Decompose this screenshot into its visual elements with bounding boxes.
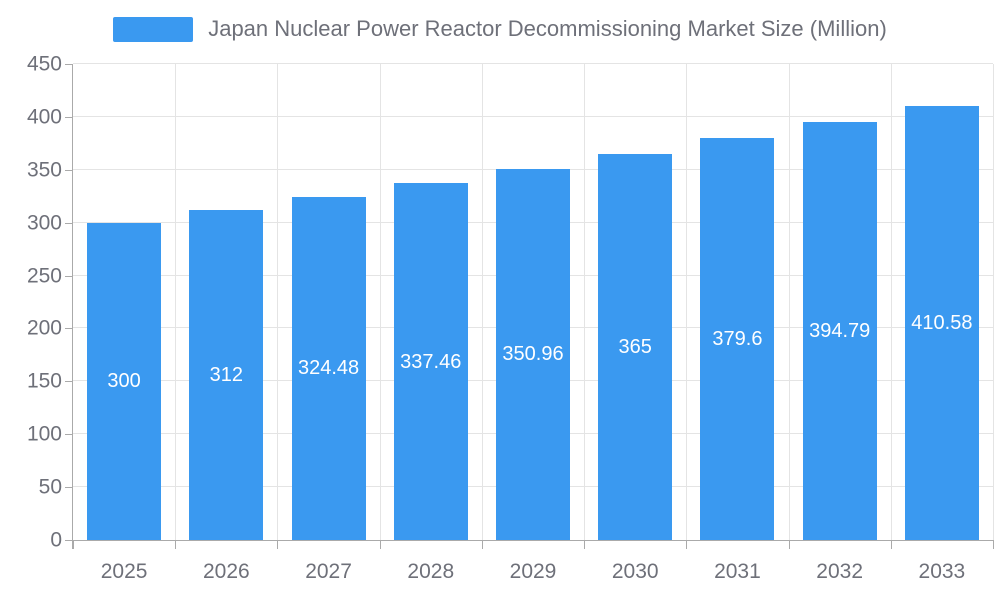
x-axis-tick xyxy=(175,541,177,549)
bar[interactable] xyxy=(802,122,877,540)
x-axis-tick xyxy=(73,541,74,549)
v-gridline xyxy=(584,64,586,540)
v-gridline xyxy=(788,64,790,540)
v-gridline xyxy=(993,64,994,540)
y-axis-label: 350 xyxy=(26,158,62,182)
v-gridline xyxy=(277,64,279,540)
bar[interactable] xyxy=(189,209,264,540)
plot-area: 300 312 324.48 337.46 350.96 365 379.6 394.79 41… xyxy=(73,63,994,540)
y-axis-tick xyxy=(65,487,73,489)
v-gridline xyxy=(686,64,688,540)
v-gridline xyxy=(379,64,381,540)
v-gridline xyxy=(890,64,892,540)
y-axis-tick xyxy=(65,169,73,171)
y-axis-label: 50 xyxy=(38,475,62,499)
legend-swatch-icon[interactable] xyxy=(113,16,194,42)
y-axis-tick xyxy=(65,275,73,277)
bar[interactable] xyxy=(598,153,673,540)
h-gridline xyxy=(73,115,993,117)
x-axis-label: 2031 xyxy=(714,560,761,583)
bar[interactable] xyxy=(904,105,979,540)
x-axis-tick xyxy=(686,541,688,549)
x-axis-label: 2026 xyxy=(202,560,250,583)
x-axis-label: 2033 xyxy=(918,560,966,583)
v-gridline xyxy=(175,64,177,540)
y-axis-tick xyxy=(65,381,73,383)
y-axis-tick xyxy=(65,540,73,541)
y-axis-label: 250 xyxy=(26,264,62,288)
y-axis-tick xyxy=(65,434,73,436)
x-axis-label: 2027 xyxy=(305,560,352,583)
y-axis-tick xyxy=(65,222,73,224)
x-axis-line xyxy=(73,540,994,541)
y-axis-tick xyxy=(65,328,73,330)
y-axis-label: 400 xyxy=(26,105,62,129)
y-axis-tick xyxy=(65,64,73,65)
y-axis-label: 100 xyxy=(26,422,62,446)
x-axis-label: 2029 xyxy=(509,560,557,583)
x-axis-label: 2032 xyxy=(816,560,864,583)
legend-label[interactable]: Japan Nuclear Power Reactor Decommission… xyxy=(208,16,887,41)
y-axis-tick xyxy=(65,116,73,118)
y-axis-label: 450 xyxy=(26,52,62,76)
x-axis-tick xyxy=(379,541,381,549)
bar[interactable] xyxy=(291,196,366,540)
x-axis-label: 2025 xyxy=(100,560,148,583)
x-axis-tick xyxy=(481,541,483,549)
bar[interactable] xyxy=(496,168,570,540)
x-axis-tick xyxy=(993,541,994,549)
x-axis-tick xyxy=(788,541,790,549)
y-axis-line xyxy=(72,64,73,549)
bar[interactable] xyxy=(393,183,468,540)
x-axis-label: 2028 xyxy=(407,560,455,583)
y-axis-label: 200 xyxy=(26,316,62,340)
x-axis-tick xyxy=(277,541,279,549)
y-axis-label: 150 xyxy=(26,369,62,393)
bar[interactable] xyxy=(700,138,775,540)
x-axis-tick xyxy=(584,541,586,549)
v-gridline xyxy=(481,64,483,540)
y-axis-label: 300 xyxy=(26,211,62,235)
x-axis-label: 2030 xyxy=(611,560,659,583)
y-axis-label: 0 xyxy=(50,528,62,552)
x-axis-tick xyxy=(890,541,892,549)
h-gridline xyxy=(73,63,993,64)
legend[interactable]: Japan Nuclear Power Reactor Decommission… xyxy=(0,16,1000,42)
bar[interactable] xyxy=(87,222,162,540)
